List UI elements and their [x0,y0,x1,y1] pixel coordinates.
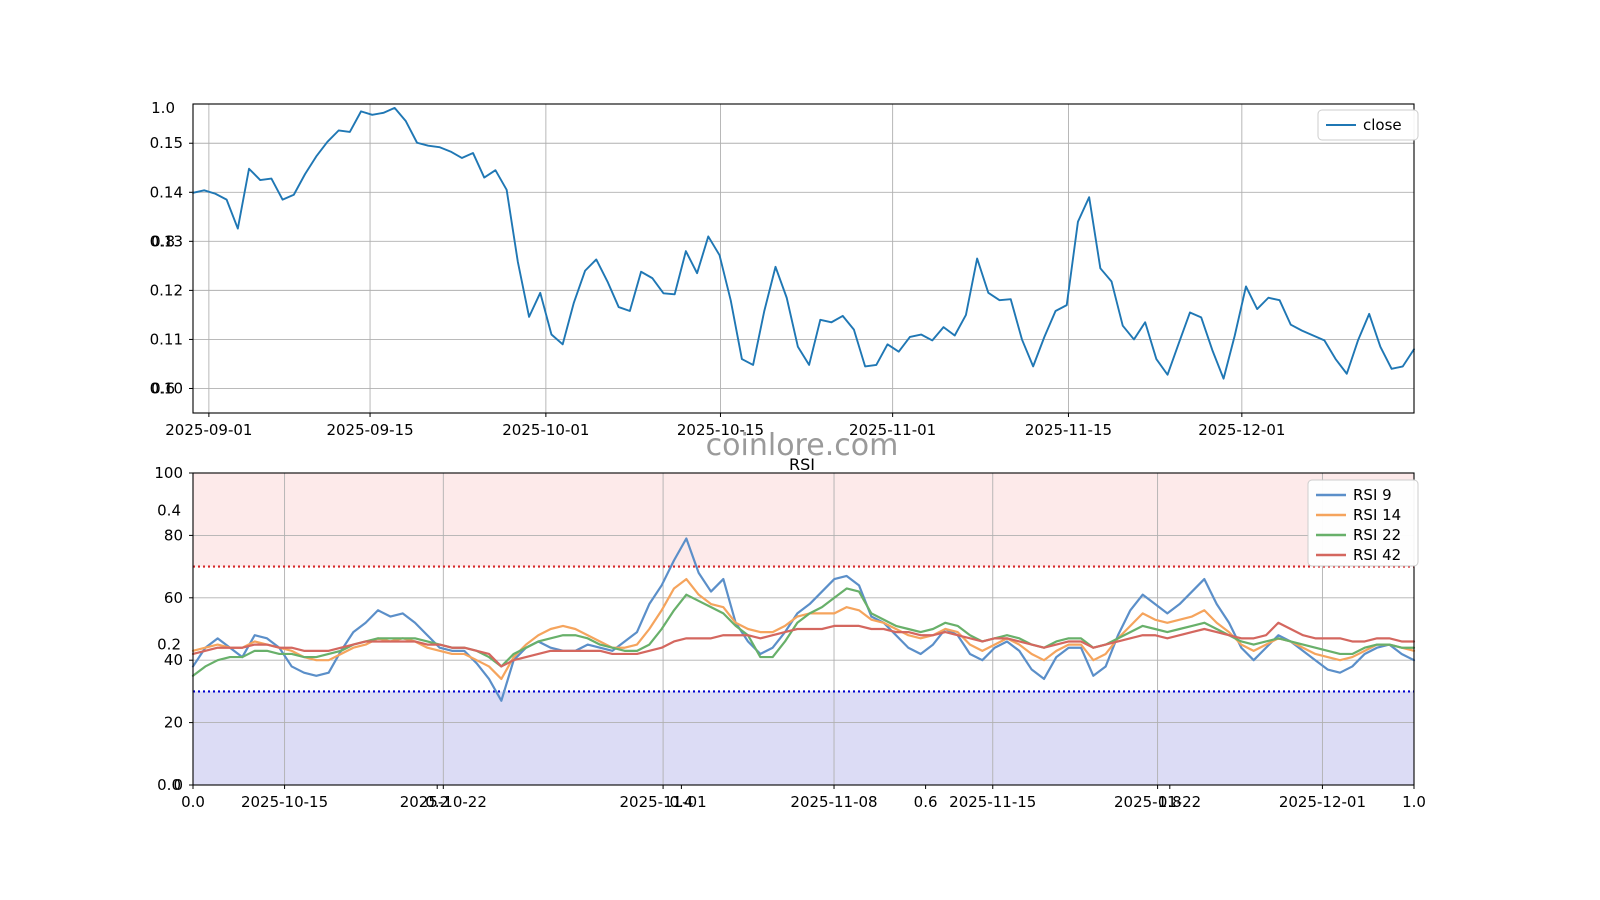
rsi-ytick-label: 0 [173,776,183,794]
rsi-xtick-norm-label: 0.2 [425,793,449,811]
rsi-xtick-date-label: 2025-10-22 [400,793,487,811]
price-xtick-label: 2025-10-01 [502,421,589,439]
rsi-overbought-band [193,473,1414,567]
rsi-xtick-date-label: 2025-11-01 [619,793,706,811]
rsi-legend-label-rsi-14: RSI 14 [1353,506,1401,524]
rsi-xtick-norm-label: 1.0 [1402,793,1426,811]
rsi-xtick-norm-label: 0.8 [1158,793,1182,811]
price-legend[interactable]: close [1317,109,1419,141]
price-ytick-norm-label: 0.8 [151,232,175,250]
rsi-ytick-label: 20 [164,714,183,732]
price-xtick-label: 2025-09-15 [326,421,413,439]
price-legend-label-close: close [1363,116,1402,134]
price-xtick-label: 2025-12-01 [1198,421,1285,439]
price-ytick-label: 0.11 [150,330,183,348]
price-ytick-norm-label: 1.0 [151,99,175,117]
rsi-line-rsi-9 [191,537,1416,702]
price-axes: 0.15 0.14 0.13 0.12 0.11 0.10 1.0 0.8 0.6 2025-09… [150,99,1419,439]
rsi-line-rsi-42 [191,621,1416,668]
rsi-ytick-label: 40 [164,651,183,669]
price-ytick-label: 0.14 [150,183,183,201]
price-xtick-label: 2025-11-01 [849,421,936,439]
price-ytick-label: 0.15 [150,134,183,152]
watermark: coinlore.com [706,428,899,463]
rsi-ytick-label: 100 [154,464,183,482]
price-xtick-label: 2025-09-01 [165,421,252,439]
rsi-xtick-norm-label: 0.0 [181,793,205,811]
rsi-ytick-label: 80 [164,526,183,544]
price-ytick-label: 0.10 [150,379,183,397]
rsi-line-rsi-22 [191,587,1416,677]
rsi-ytick-norm-label: 0.4 [157,501,181,519]
rsi-ytick-label: 60 [164,589,183,607]
rsi-xtick-date-label: 2025-11-15 [949,793,1036,811]
rsi-ytick-norm-label: 0.2 [157,636,181,654]
rsi-ytick-norm-label: 0.0 [157,776,181,794]
price-line-close [192,106,1415,380]
rsi-plot-frame [192,472,1415,786]
price-legend-box [1317,109,1419,141]
rsi-title: RSI [789,455,815,474]
rsi-xtick-date-label: 2025-11-22 [1114,793,1201,811]
price-ytick-label: 0.12 [150,281,183,299]
rsi-xtick-norm-label: 0.4 [669,793,693,811]
rsi-oversold-band [193,691,1414,785]
price-plot-frame [192,103,1415,414]
price-xtick-label: 2025-10-15 [677,421,764,439]
rsi-legend-label-rsi-42: RSI 42 [1353,546,1401,564]
rsi-line-rsi-14 [191,577,1416,681]
price-ytick-label: 0.13 [150,232,183,250]
rsi-xtick-date-label: 2025-12-01 [1279,793,1366,811]
rsi-xtick-norm-label: 0.6 [914,793,938,811]
price-plot-background [193,104,1414,413]
rsi-xtick-date-label: 2025-10-15 [241,793,328,811]
rsi-legend-label-rsi-9: RSI 9 [1353,486,1392,504]
rsi-axes: 100 80 60 40 20 0 0.4 0.2 0.0 2025-10-15 2025-10-2… [154,464,1426,811]
rsi-legend[interactable]: RSI 9 RSI 14 RSI 22 RSI 42 [1307,479,1419,567]
rsi-legend-label-rsi-22: RSI 22 [1353,526,1401,544]
rsi-xtick-date-label: 2025-11-08 [790,793,877,811]
rsi-legend-box [1307,479,1419,567]
price-ytick-norm-label: 0.6 [151,379,175,397]
price-xtick-label: 2025-11-15 [1025,421,1112,439]
